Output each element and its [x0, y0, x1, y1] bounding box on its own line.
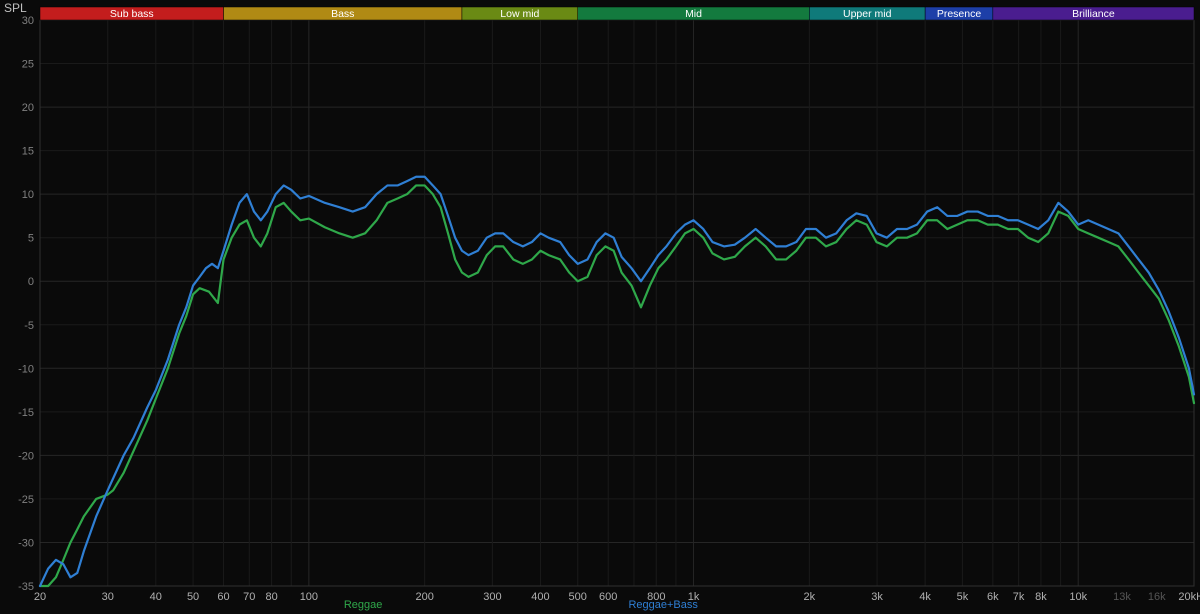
- y-tick-label: -15: [18, 407, 34, 419]
- y-tick-label: -5: [24, 320, 34, 332]
- freq-band-label: Sub bass: [110, 8, 154, 20]
- x-tick-label: 3k: [871, 591, 883, 603]
- x-tick-label: 20kHz: [1178, 591, 1200, 603]
- x-tick-label: 60: [217, 591, 229, 603]
- x-tick-label: 80: [265, 591, 277, 603]
- x-tick-label: 10k: [1069, 591, 1087, 603]
- y-tick-label: 25: [22, 59, 34, 71]
- freq-band-label: Presence: [937, 8, 982, 20]
- y-tick-label: 10: [22, 189, 34, 201]
- x-tick-label: 40: [150, 591, 162, 603]
- y-tick-label: -10: [18, 363, 34, 375]
- x-tick-label: 6k: [987, 591, 999, 603]
- x-tick-label: 16k: [1148, 591, 1166, 603]
- freq-band-label: Bass: [331, 8, 354, 20]
- y-tick-label: -20: [18, 450, 34, 462]
- y-tick-label: -30: [18, 537, 34, 549]
- freq-band-label: Brilliance: [1072, 8, 1115, 20]
- y-tick-label: 5: [28, 233, 34, 245]
- x-tick-label: 500: [569, 591, 587, 603]
- freq-band-label: Mid: [685, 8, 702, 20]
- x-tick-label: 30: [102, 591, 114, 603]
- x-tick-label: 100: [300, 591, 318, 603]
- x-tick-label: 200: [415, 591, 433, 603]
- x-tick-label: 13k: [1113, 591, 1131, 603]
- legend-item: Reggae+Bass: [628, 599, 698, 611]
- legend-item: Reggae: [344, 599, 383, 611]
- y-tick-label: -35: [18, 581, 34, 593]
- x-tick-label: 7k: [1013, 591, 1025, 603]
- freq-band-label: Upper mid: [843, 8, 892, 20]
- freq-band-label: Low mid: [500, 8, 539, 20]
- y-tick-label: 15: [22, 146, 34, 158]
- x-tick-label: 4k: [919, 591, 931, 603]
- x-tick-label: 5k: [957, 591, 969, 603]
- x-tick-label: 400: [531, 591, 549, 603]
- plot-area: [40, 20, 1194, 586]
- x-tick-label: 20: [34, 591, 46, 603]
- y-tick-label: 30: [22, 15, 34, 27]
- x-tick-label: 70: [243, 591, 255, 603]
- x-tick-label: 300: [483, 591, 501, 603]
- y-tick-label: 20: [22, 102, 34, 114]
- x-tick-label: 8k: [1035, 591, 1047, 603]
- x-tick-label: 600: [599, 591, 617, 603]
- y-tick-label: 0: [28, 276, 34, 288]
- y-tick-label: -25: [18, 494, 34, 506]
- spl-frequency-chart: Sub bass Bass Low mid Mid Upper mid Presence B…: [0, 0, 1200, 614]
- y-axis-label: SPL: [4, 1, 27, 15]
- x-tick-label: 2k: [804, 591, 816, 603]
- x-tick-label: 50: [187, 591, 199, 603]
